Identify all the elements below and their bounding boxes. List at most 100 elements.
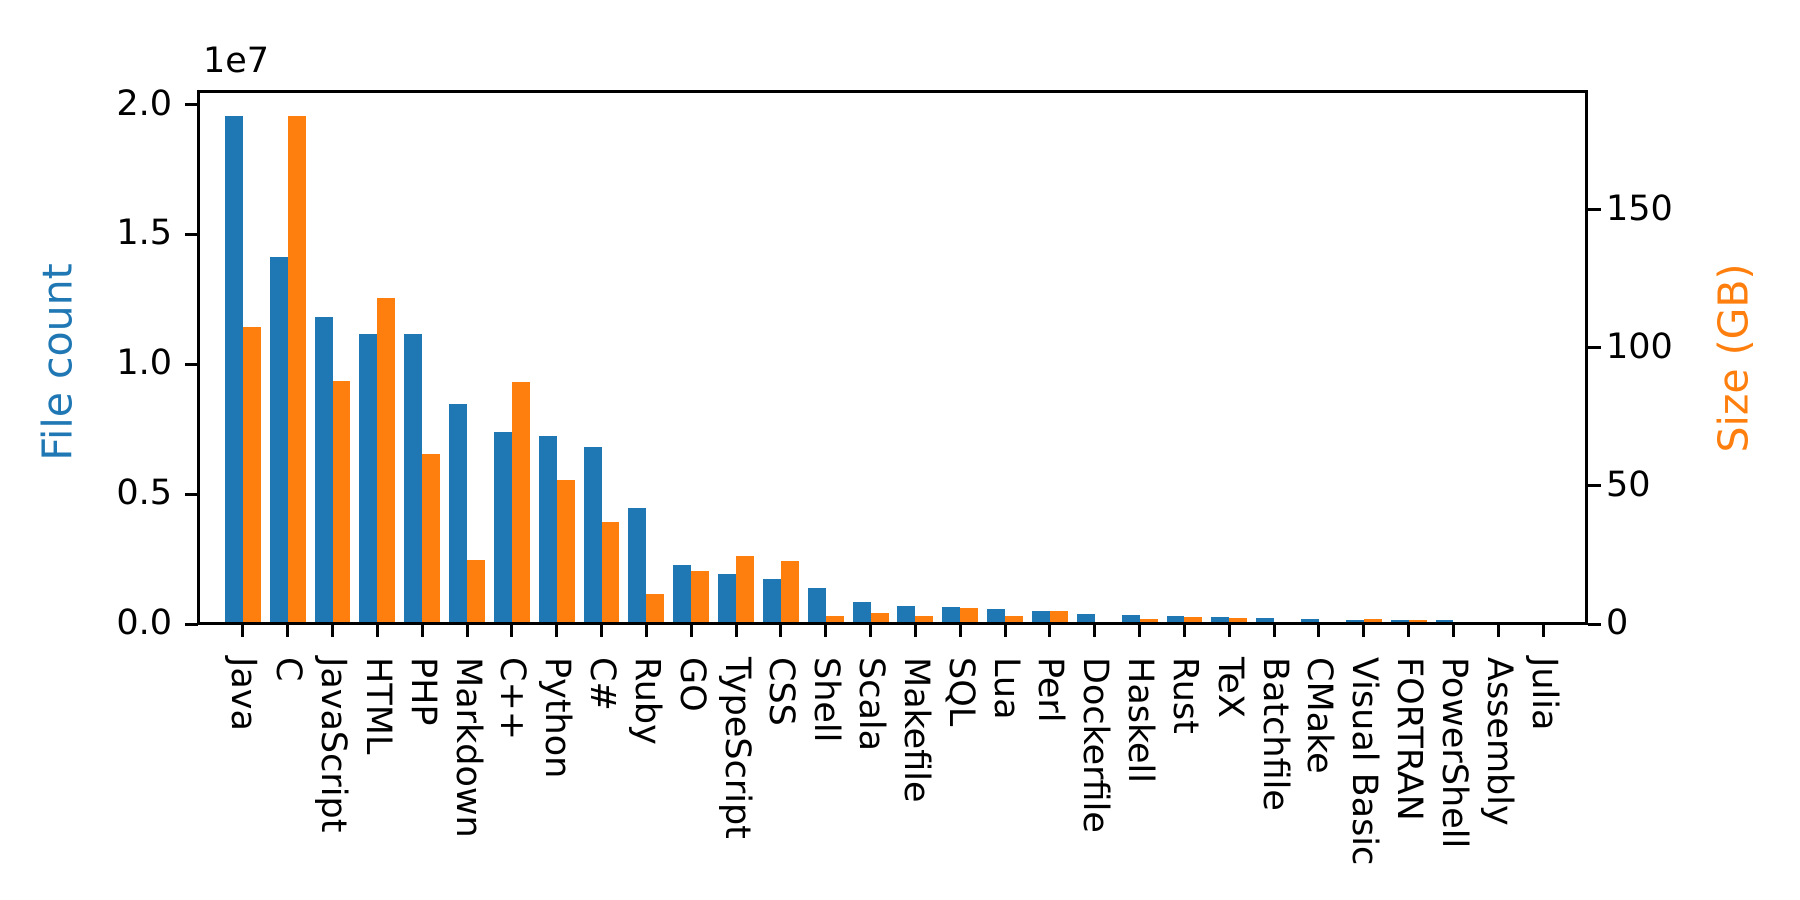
right-tick-label-150: 150	[1606, 188, 1673, 229]
left-tick-label-0.0: 0.0	[116, 603, 172, 643]
bar-size-gb-visual-basic	[1363, 618, 1382, 624]
left-tick-2.0	[185, 103, 198, 107]
bar-size-gb-perl	[1049, 611, 1068, 624]
x-tick-rust	[1182, 624, 1186, 637]
x-tick-label-markdown: Markdown	[447, 657, 488, 838]
x-tick-c	[600, 624, 604, 637]
bar-file-count-dockerfile	[1076, 614, 1095, 624]
bar-file-count-ruby	[628, 507, 647, 624]
x-tick-fortran	[1407, 624, 1411, 637]
bar-file-count-php	[404, 333, 423, 624]
x-tick-label-dockerfile: Dockerfile	[1075, 657, 1116, 833]
bar-size-gb-markdown	[467, 560, 485, 624]
x-tick-visual-basic	[1362, 624, 1366, 637]
bar-file-count-python	[538, 436, 557, 624]
right-tick-100	[1588, 346, 1601, 350]
x-tick-julia	[1541, 624, 1545, 637]
x-tick-label-javascript: JavaScript	[313, 657, 354, 833]
bar-size-gb-c	[511, 381, 530, 624]
bar-size-gb-typescript	[736, 556, 754, 624]
bar-size-gb-lua	[1005, 616, 1024, 624]
x-tick-label-shell: Shell	[806, 657, 847, 743]
x-tick-lua	[1003, 624, 1007, 637]
x-tick-tex	[1227, 624, 1231, 637]
x-tick-dockerfile	[1093, 624, 1097, 637]
bar-file-count-shell	[807, 588, 826, 624]
left-tick-label-2.0: 2.0	[116, 83, 172, 124]
x-tick-php	[420, 624, 424, 637]
x-tick-label-go: GO	[671, 657, 712, 712]
x-tick-label-tex: TeX	[1209, 657, 1250, 718]
x-tick-css	[779, 624, 783, 637]
x-tick-c	[286, 624, 290, 637]
x-tick-scala	[869, 624, 873, 637]
x-tick-label-lua: Lua	[985, 657, 1026, 720]
left-tick-1.5	[185, 232, 198, 236]
x-tick-label-c: C	[268, 657, 309, 682]
bar-file-count-tex	[1211, 617, 1230, 624]
bar-size-gb-java	[242, 326, 261, 624]
bar-file-count-visual-basic	[1345, 619, 1364, 624]
bar-size-gb-html	[377, 297, 396, 624]
x-tick-label-css: CSS	[761, 657, 802, 726]
left-tick-label-1.5: 1.5	[116, 213, 172, 254]
bar-size-gb-sql	[960, 608, 979, 624]
x-tick-label-powershell: PowerShell	[1433, 657, 1474, 849]
bar-size-gb-c	[287, 116, 306, 624]
bar-file-count-c	[583, 447, 602, 624]
bar-file-count-rust	[1166, 615, 1185, 624]
x-tick-label-assembly: Assembly	[1478, 657, 1519, 826]
bar-file-count-typescript	[718, 573, 737, 624]
x-tick-label-batchfile: Batchfile	[1254, 657, 1295, 811]
bar-size-gb-scala	[870, 613, 889, 624]
bar-file-count-sql	[942, 606, 961, 624]
x-tick-go	[689, 624, 693, 637]
bar-size-gb-ruby	[646, 593, 665, 624]
left-tick-label-0.5: 0.5	[116, 473, 172, 514]
x-tick-label-c: C++	[492, 657, 533, 741]
bar-file-count-scala	[852, 602, 871, 624]
bar-size-gb-python	[556, 480, 575, 624]
x-tick-shell	[824, 624, 828, 637]
right-axis-label: Size (GB)	[1709, 263, 1758, 453]
x-tick-label-rust: Rust	[1164, 657, 1205, 734]
bar-size-gb-php	[422, 454, 441, 624]
x-tick-perl	[1048, 624, 1052, 637]
bar-file-count-batchfile	[1256, 617, 1275, 624]
x-tick-label-cmake: CMake	[1299, 657, 1340, 774]
bar-size-gb-shell	[825, 615, 844, 624]
x-tick-html	[375, 624, 379, 637]
x-tick-label-fortran: FORTRAN	[1389, 657, 1430, 821]
x-tick-label-c: C#	[582, 657, 623, 711]
x-tick-c	[510, 624, 514, 637]
bar-size-gb-c	[601, 522, 620, 624]
x-tick-label-python: Python	[537, 657, 578, 779]
x-tick-label-julia: Julia	[1523, 657, 1564, 731]
x-tick-sql	[958, 624, 962, 637]
x-tick-cmake	[1317, 624, 1321, 637]
bar-file-count-markdown	[449, 404, 468, 624]
x-tick-batchfile	[1272, 624, 1276, 637]
right-tick-150	[1588, 208, 1601, 212]
bar-file-count-c	[269, 256, 288, 624]
x-tick-label-ruby: Ruby	[626, 657, 667, 745]
bar-size-gb-makefile	[915, 615, 934, 624]
x-tick-ruby	[644, 624, 648, 637]
bar-size-gb-css	[780, 561, 799, 624]
x-tick-assembly	[1496, 624, 1500, 637]
bar-size-gb-fortran	[1408, 619, 1427, 624]
bar-file-count-perl	[1032, 611, 1050, 624]
bar-file-count-css	[762, 578, 781, 624]
plot-frame	[197, 90, 1588, 625]
bar-file-count-c	[493, 432, 512, 624]
bar-size-gb-rust	[1184, 616, 1203, 624]
x-tick-python	[555, 624, 559, 637]
bar-size-gb-tex	[1229, 618, 1248, 624]
x-tick-label-haskell: Haskell	[1120, 657, 1161, 784]
bar-file-count-makefile	[897, 606, 916, 624]
x-tick-powershell	[1451, 624, 1455, 637]
x-tick-label-sql: SQL	[940, 657, 981, 727]
left-tick-1.0	[185, 362, 198, 366]
x-tick-label-php: PHP	[402, 657, 443, 726]
